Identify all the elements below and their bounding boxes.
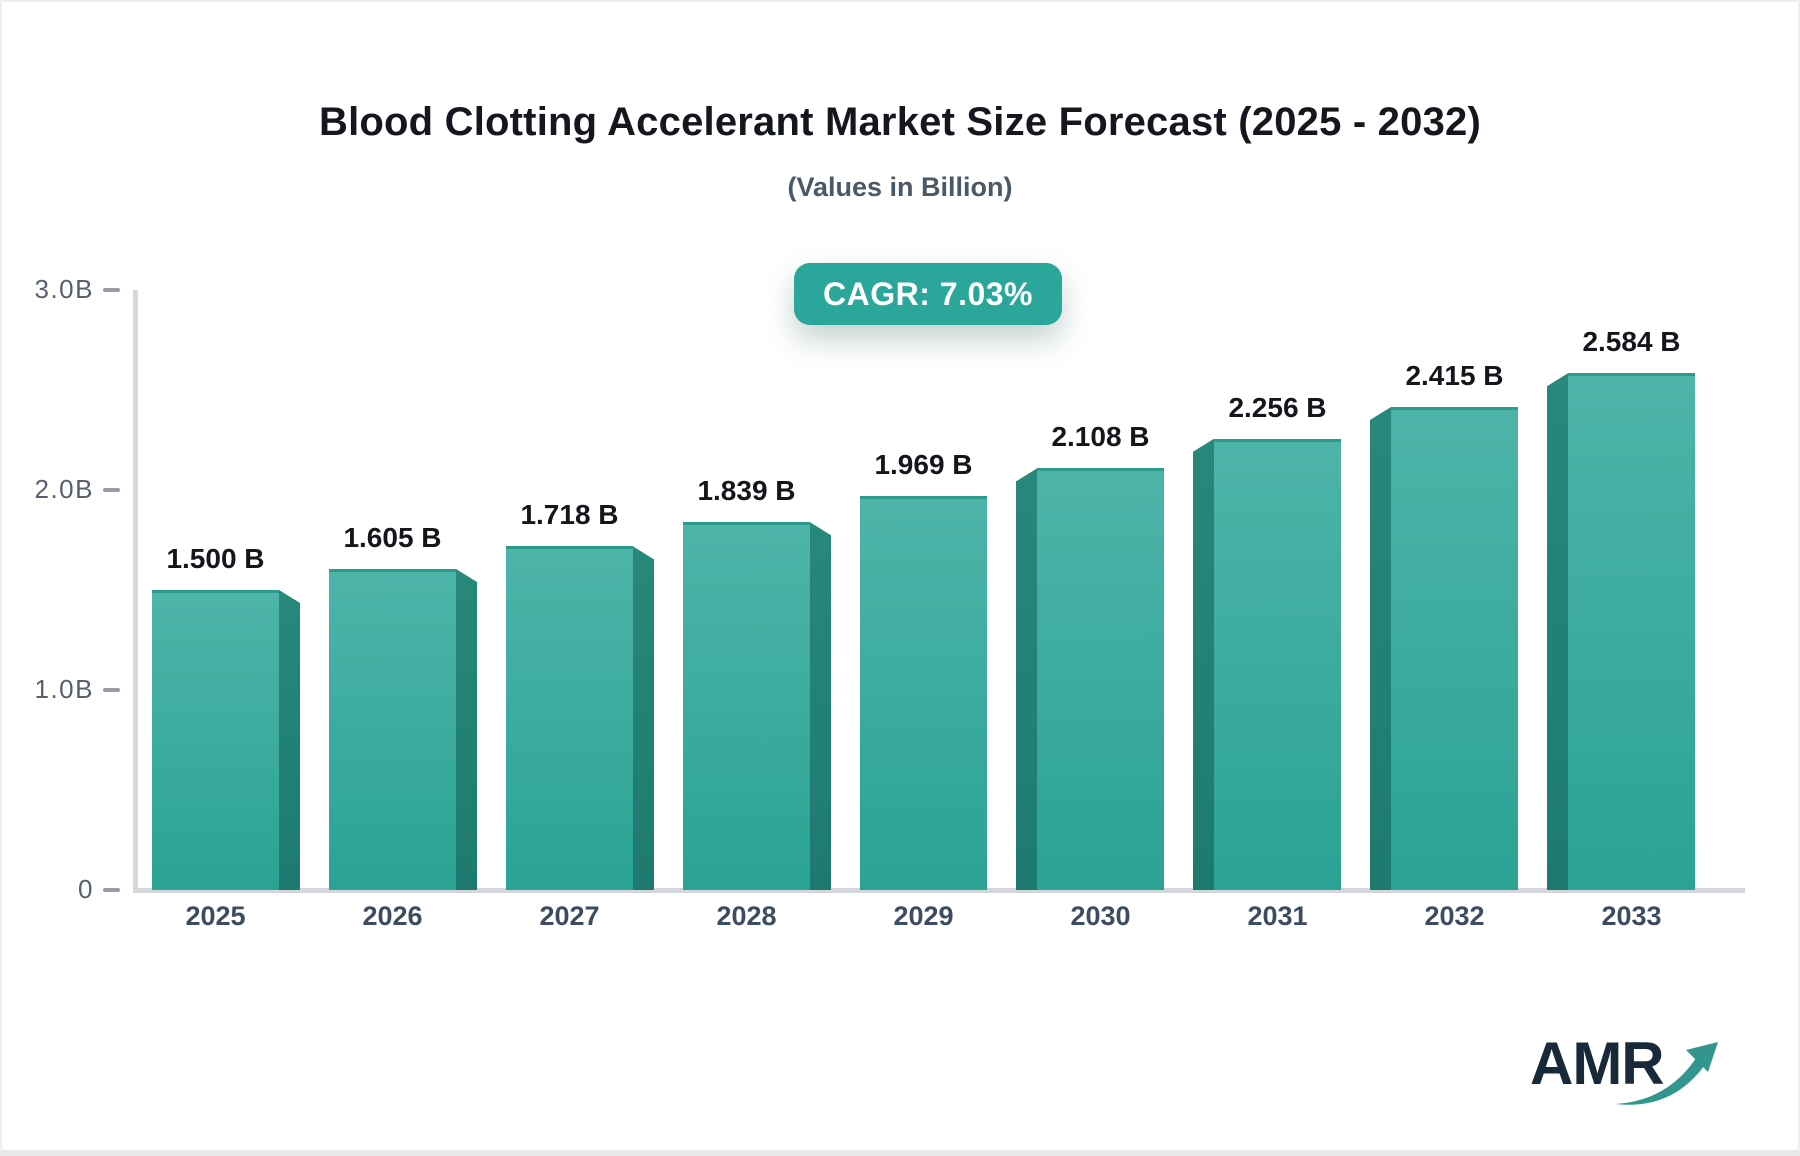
x-tick-label: 2025 xyxy=(185,901,246,931)
bar-2027 xyxy=(506,546,633,890)
bar-2033 xyxy=(1568,373,1695,890)
x-tick-label: 2032 xyxy=(1424,901,1485,931)
x-tick-label: 2030 xyxy=(1070,901,1131,931)
y-tick-label: 2.0B xyxy=(34,474,94,504)
bar-value-label: 1.839 B xyxy=(697,475,796,507)
cagr-badge-label: CAGR: 7.03% xyxy=(823,275,1033,312)
bar-2028 xyxy=(683,522,810,890)
bar-value-label: 2.256 B xyxy=(1228,391,1327,423)
y-axis-line xyxy=(133,290,138,890)
bar-2032 xyxy=(1391,407,1518,890)
y-tick-label: 0 xyxy=(78,874,94,904)
y-tick-dash xyxy=(103,288,120,292)
bar-side-face xyxy=(633,546,654,890)
bar-side-face xyxy=(810,522,831,890)
bar-2025 xyxy=(152,590,279,890)
bar-value-label: 2.108 B xyxy=(1051,421,1150,453)
x-tick-label: 2029 xyxy=(893,901,954,931)
bar-side-face xyxy=(1193,438,1214,890)
bar-side-face xyxy=(1016,468,1037,890)
bar-2026 xyxy=(329,569,456,890)
bar-2031 xyxy=(1214,438,1341,890)
y-tick-dash xyxy=(103,888,120,892)
x-tick-label: 2028 xyxy=(716,901,777,931)
cagr-badge: CAGR: 7.03% xyxy=(794,263,1062,325)
bar-side-face xyxy=(279,590,300,890)
brand-logo-text: AMR xyxy=(1530,1030,1665,1097)
bar-value-label: 2.584 B xyxy=(1582,326,1681,358)
bar-2029 xyxy=(860,496,987,890)
chart-title: Blood Clotting Accelerant Market Size Fo… xyxy=(319,100,1481,144)
bar-value-label: 1.605 B xyxy=(343,522,442,553)
y-tick-label: 1.0B xyxy=(34,674,94,704)
x-tick-label: 2026 xyxy=(362,901,423,931)
bar-value-label: 2.415 B xyxy=(1405,360,1504,391)
x-tick-label: 2027 xyxy=(539,901,600,931)
growth-arrow-icon xyxy=(1616,1042,1718,1105)
bar-side-face xyxy=(1547,373,1568,890)
y-tick-dash xyxy=(103,488,120,492)
chart-subtitle: (Values in Billion) xyxy=(787,172,1013,202)
y-tick-label: 3.0B xyxy=(34,274,94,304)
bar-value-label: 1.969 B xyxy=(874,449,973,481)
y-tick-dash xyxy=(103,688,120,692)
brand-logo: AMR xyxy=(1530,1030,1730,1120)
x-axis-line xyxy=(133,888,1745,893)
x-tick-label: 2031 xyxy=(1247,901,1308,931)
x-tick-label: 2033 xyxy=(1601,901,1662,931)
bar-value-label: 1.500 B xyxy=(166,543,265,574)
bar-2030 xyxy=(1037,468,1164,890)
bar-value-label: 1.718 B xyxy=(520,499,619,531)
bar-side-face xyxy=(456,569,477,890)
bar-side-face xyxy=(1370,407,1391,890)
